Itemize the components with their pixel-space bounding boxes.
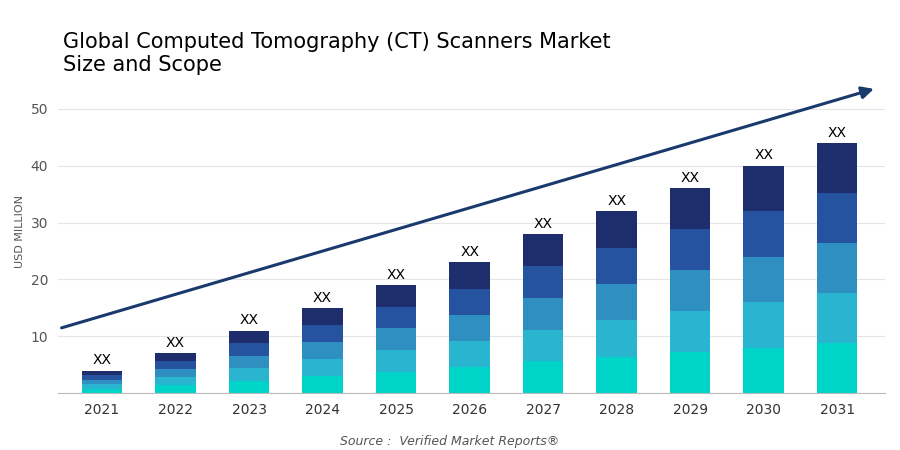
Text: XX: XX — [239, 313, 258, 327]
Bar — [449, 262, 490, 288]
Text: Global Computed Tomography (CT) Scanners Market
Size and Scope: Global Computed Tomography (CT) Scanners… — [63, 32, 610, 75]
Bar — [597, 357, 637, 393]
Bar — [156, 385, 196, 393]
Bar — [449, 341, 490, 367]
Bar — [670, 352, 710, 393]
Bar — [817, 143, 858, 193]
Bar — [523, 298, 563, 329]
Bar — [376, 372, 417, 393]
Bar — [302, 325, 343, 342]
Text: XX: XX — [828, 126, 847, 140]
Text: XX: XX — [313, 291, 332, 305]
Bar — [156, 378, 196, 385]
Text: XX: XX — [680, 171, 699, 185]
Text: Source :  Verified Market Reports®: Source : Verified Market Reports® — [340, 436, 560, 449]
Bar — [743, 211, 784, 257]
Text: XX: XX — [460, 245, 479, 259]
Bar — [82, 370, 122, 375]
Bar — [156, 369, 196, 378]
Bar — [670, 311, 710, 352]
Bar — [743, 302, 784, 348]
Bar — [449, 288, 490, 315]
Text: XX: XX — [166, 336, 185, 350]
Bar — [229, 343, 269, 356]
Bar — [743, 257, 784, 302]
Bar — [523, 329, 563, 361]
Text: XX: XX — [608, 194, 626, 208]
Y-axis label: USD MILLION: USD MILLION — [15, 195, 25, 268]
Bar — [82, 375, 122, 380]
Bar — [229, 356, 269, 368]
Bar — [376, 350, 417, 372]
Bar — [597, 284, 637, 320]
Bar — [302, 342, 343, 359]
Bar — [670, 270, 710, 311]
Bar — [597, 211, 637, 248]
Bar — [82, 384, 122, 389]
Bar — [302, 376, 343, 393]
Text: XX: XX — [534, 216, 553, 230]
Bar — [449, 367, 490, 393]
Bar — [817, 293, 858, 343]
Bar — [817, 193, 858, 243]
Bar — [817, 343, 858, 393]
Bar — [376, 307, 417, 328]
Bar — [229, 331, 269, 343]
Bar — [670, 230, 710, 270]
Bar — [376, 285, 417, 307]
Bar — [743, 166, 784, 211]
Text: XX: XX — [754, 148, 773, 162]
Bar — [229, 381, 269, 393]
Bar — [449, 315, 490, 341]
Bar — [156, 361, 196, 369]
Text: XX: XX — [387, 268, 406, 282]
Bar — [302, 359, 343, 376]
Bar — [597, 248, 637, 284]
Bar — [229, 368, 269, 381]
Bar — [523, 361, 563, 393]
Bar — [82, 389, 122, 393]
Text: XX: XX — [93, 353, 112, 367]
Bar — [376, 328, 417, 350]
Bar — [82, 380, 122, 384]
Bar — [302, 308, 343, 325]
Bar — [817, 243, 858, 293]
Bar — [597, 320, 637, 357]
Bar — [523, 266, 563, 298]
Bar — [156, 353, 196, 361]
Bar — [523, 234, 563, 266]
Bar — [670, 189, 710, 230]
Bar — [743, 348, 784, 393]
